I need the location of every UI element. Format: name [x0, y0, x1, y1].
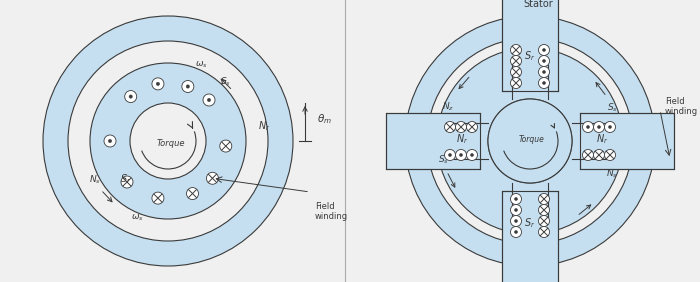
Text: $N_s$: $N_s$ [89, 174, 101, 186]
Circle shape [466, 149, 477, 160]
Circle shape [488, 99, 572, 183]
Circle shape [90, 63, 246, 219]
Circle shape [459, 153, 463, 157]
Circle shape [538, 67, 550, 78]
Circle shape [514, 208, 517, 212]
Circle shape [186, 188, 199, 200]
Circle shape [488, 99, 572, 183]
Circle shape [538, 226, 550, 237]
Circle shape [186, 85, 190, 88]
Circle shape [456, 122, 466, 133]
Circle shape [510, 56, 522, 67]
Text: Field
winding: Field winding [665, 97, 698, 116]
Circle shape [129, 95, 132, 98]
Circle shape [594, 149, 605, 160]
Text: $N_r$: $N_r$ [456, 132, 468, 146]
Circle shape [608, 125, 612, 129]
Bar [572, 123, 606, 159]
Circle shape [405, 16, 655, 266]
Text: $N_z$: $N_z$ [442, 100, 454, 113]
Circle shape [542, 81, 545, 85]
Circle shape [156, 82, 160, 85]
Circle shape [582, 149, 594, 160]
Circle shape [152, 192, 164, 204]
Circle shape [538, 56, 550, 67]
Circle shape [514, 230, 517, 233]
Circle shape [538, 45, 550, 56]
Circle shape [203, 94, 215, 106]
Circle shape [510, 67, 522, 78]
Circle shape [514, 219, 517, 222]
Text: $N_r$: $N_r$ [258, 119, 270, 133]
Circle shape [108, 139, 112, 143]
Circle shape [582, 122, 594, 133]
Circle shape [510, 226, 522, 237]
Bar [454, 123, 488, 159]
Bar [386, 113, 480, 169]
Bar [580, 113, 674, 169]
Text: $N_r$: $N_r$ [596, 132, 608, 146]
Circle shape [152, 78, 164, 90]
Circle shape [542, 60, 545, 63]
Circle shape [510, 215, 522, 226]
Circle shape [427, 38, 633, 244]
Text: $S_s$: $S_s$ [607, 102, 617, 114]
Circle shape [121, 176, 133, 188]
Bar [512, 183, 548, 217]
Circle shape [605, 149, 615, 160]
Circle shape [104, 135, 116, 147]
Circle shape [444, 122, 456, 133]
Bar [512, 43, 548, 99]
Text: $\omega_s$: $\omega_s$ [130, 213, 143, 223]
Circle shape [444, 149, 456, 160]
Circle shape [68, 41, 268, 241]
Text: Torque: Torque [519, 135, 545, 144]
Text: $N_s$: $N_s$ [606, 168, 618, 180]
Circle shape [538, 78, 550, 89]
Circle shape [538, 215, 550, 226]
Text: Field
winding: Field winding [315, 202, 348, 221]
Circle shape [510, 204, 522, 215]
Circle shape [510, 45, 522, 56]
Circle shape [587, 125, 589, 129]
Circle shape [449, 153, 452, 157]
Text: $S_r$: $S_r$ [524, 49, 536, 63]
Text: $\omega_s$: $\omega_s$ [195, 60, 208, 70]
Text: $S_r$: $S_r$ [524, 216, 536, 230]
Bar [502, 191, 558, 282]
Circle shape [456, 149, 466, 160]
Circle shape [514, 197, 517, 201]
Circle shape [542, 49, 545, 52]
Circle shape [220, 140, 232, 152]
Circle shape [182, 80, 194, 92]
Circle shape [510, 78, 522, 89]
Circle shape [538, 193, 550, 204]
Circle shape [207, 98, 211, 102]
Circle shape [542, 70, 545, 74]
Text: Torque: Torque [157, 140, 186, 149]
Text: Stator: Stator [523, 0, 553, 9]
Text: $S_s$: $S_s$ [220, 75, 231, 87]
Circle shape [43, 16, 293, 266]
Circle shape [206, 172, 218, 184]
Circle shape [510, 193, 522, 204]
Circle shape [125, 91, 136, 103]
Circle shape [466, 122, 477, 133]
Circle shape [470, 153, 473, 157]
Circle shape [594, 122, 605, 133]
Text: $S_s$: $S_s$ [438, 153, 449, 166]
Circle shape [538, 204, 550, 215]
Circle shape [437, 48, 623, 234]
Circle shape [130, 103, 206, 179]
Circle shape [598, 125, 601, 129]
Circle shape [605, 122, 615, 133]
Text: $S_r$: $S_r$ [120, 172, 132, 186]
Text: $\theta_m$: $\theta_m$ [317, 112, 332, 126]
Bar [502, 0, 558, 91]
